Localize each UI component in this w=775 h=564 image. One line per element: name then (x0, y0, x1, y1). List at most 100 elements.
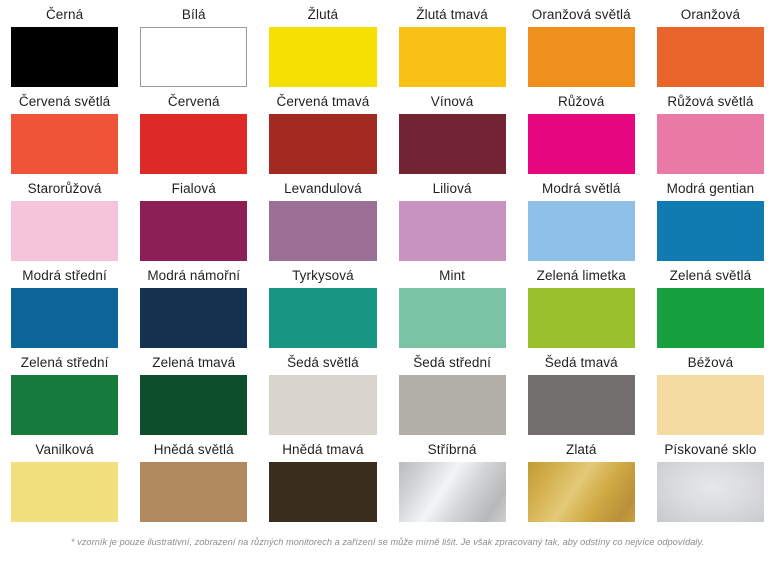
swatch-label: Červená světlá (18, 94, 111, 109)
swatch-label: Modrá gentian (666, 181, 755, 196)
swatch-label: Bílá (181, 7, 206, 22)
swatch-color-chip[interactable] (269, 114, 377, 174)
swatch-color-chip[interactable] (527, 201, 635, 261)
swatch-cell[interactable]: Červená tmavá (258, 87, 387, 174)
swatch-color-chip[interactable] (527, 375, 635, 435)
swatch-cell[interactable]: Žlutá (258, 0, 387, 87)
swatch-label: Zlatá (565, 442, 597, 457)
swatch-cell[interactable]: Modrá střední (0, 261, 129, 348)
swatch-color-chip[interactable] (527, 27, 635, 87)
swatch-cell[interactable]: Fialová (129, 174, 258, 261)
swatch-color-chip[interactable] (656, 27, 764, 87)
swatch-cell[interactable]: Levandulová (258, 174, 387, 261)
swatch-color-chip[interactable] (656, 114, 764, 174)
swatch-cell[interactable]: Zelená střední (0, 348, 129, 435)
swatch-cell[interactable]: Modrá světlá (517, 174, 646, 261)
swatch-label: Vanilková (35, 442, 94, 457)
swatch-color-chip[interactable] (140, 375, 248, 435)
swatch-color-chip[interactable] (269, 288, 377, 348)
swatch-label: Liliová (432, 181, 472, 196)
swatch-label: Šedá světlá (287, 355, 359, 370)
swatch-color-chip[interactable] (269, 201, 377, 261)
swatch-label: Tyrkysová (292, 268, 354, 283)
swatch-label: Pískované sklo (664, 442, 757, 457)
swatch-color-chip[interactable] (11, 288, 119, 348)
swatch-color-chip[interactable] (656, 375, 764, 435)
swatch-label: Šedá tmavá (544, 355, 618, 370)
swatch-color-chip[interactable] (527, 462, 635, 522)
swatch-color-chip[interactable] (140, 27, 248, 87)
swatch-color-chip[interactable] (140, 201, 248, 261)
swatch-cell[interactable]: Šedá tmavá (517, 348, 646, 435)
swatch-cell[interactable]: Vínová (388, 87, 517, 174)
swatch-cell[interactable]: Pískované sklo (646, 435, 775, 522)
swatch-cell[interactable]: Béžová (646, 348, 775, 435)
swatch-color-chip[interactable] (269, 27, 377, 87)
swatch-cell[interactable]: Žlutá tmavá (388, 0, 517, 87)
swatch-color-chip[interactable] (11, 462, 119, 522)
swatch-label: Modrá světlá (542, 181, 621, 196)
swatch-label: Červená (167, 94, 220, 109)
swatch-label: Šedá střední (413, 355, 491, 370)
swatch-cell[interactable]: Červená (129, 87, 258, 174)
swatch-color-chip[interactable] (656, 288, 764, 348)
swatch-label: Hnědá tmavá (282, 442, 364, 457)
swatch-cell[interactable]: Oranžová světlá (517, 0, 646, 87)
swatch-label: Zelená limetka (536, 268, 626, 283)
swatch-color-chip[interactable] (398, 462, 506, 522)
swatch-cell[interactable]: Zelená tmavá (129, 348, 258, 435)
swatch-cell[interactable]: Oranžová (646, 0, 775, 87)
swatch-cell[interactable]: Šedá světlá (258, 348, 387, 435)
swatch-color-chip[interactable] (656, 462, 764, 522)
swatch-cell[interactable]: Zelená světlá (646, 261, 775, 348)
swatch-label: Hnědá světlá (153, 442, 234, 457)
swatch-color-chip[interactable] (11, 375, 119, 435)
swatch-color-chip[interactable] (11, 114, 119, 174)
swatch-color-chip[interactable] (527, 288, 635, 348)
swatch-color-chip[interactable] (398, 375, 506, 435)
swatch-label: Stříbrná (427, 442, 477, 457)
swatch-cell[interactable]: Tyrkysová (258, 261, 387, 348)
swatch-color-chip[interactable] (140, 462, 248, 522)
swatch-color-chip[interactable] (398, 27, 506, 87)
swatch-color-chip[interactable] (527, 114, 635, 174)
swatch-color-chip[interactable] (398, 114, 506, 174)
swatch-label: Modrá střední (22, 268, 107, 283)
swatch-cell[interactable]: Růžová světlá (646, 87, 775, 174)
footnote-disclaimer: * vzorník je pouze ilustrativní, zobraze… (70, 537, 705, 547)
swatch-cell[interactable]: Růžová (517, 87, 646, 174)
swatch-color-chip[interactable] (11, 201, 119, 261)
swatch-label: Fialová (171, 181, 216, 196)
swatch-color-chip[interactable] (398, 288, 506, 348)
swatch-color-chip[interactable] (269, 375, 377, 435)
swatch-label: Zelená světlá (669, 268, 752, 283)
swatch-cell[interactable]: Hnědá světlá (129, 435, 258, 522)
swatch-color-chip[interactable] (140, 114, 248, 174)
swatch-cell[interactable]: Stříbrná (388, 435, 517, 522)
swatch-cell[interactable]: Bílá (129, 0, 258, 87)
swatch-cell[interactable]: Šedá střední (388, 348, 517, 435)
swatch-cell[interactable]: Liliová (388, 174, 517, 261)
swatch-label: Starorůžová (27, 181, 102, 196)
swatch-cell[interactable]: Vanilková (0, 435, 129, 522)
swatch-cell[interactable]: Zelená limetka (517, 261, 646, 348)
swatch-label: Zelená tmavá (152, 355, 236, 370)
swatch-cell[interactable]: Starorůžová (0, 174, 129, 261)
swatch-color-chip[interactable] (398, 201, 506, 261)
swatch-cell[interactable]: Červená světlá (0, 87, 129, 174)
color-swatch-grid: Černá Bílá Žlutá Žlutá tmavá Oranžová světlá… (0, 0, 775, 522)
swatch-label: Černá (45, 7, 84, 22)
swatch-cell[interactable]: Hnědá tmavá (258, 435, 387, 522)
swatch-cell[interactable]: Modrá námořní (129, 261, 258, 348)
swatch-color-chip[interactable] (140, 288, 248, 348)
swatch-color-chip[interactable] (269, 462, 377, 522)
swatch-cell[interactable]: Mint (388, 261, 517, 348)
swatch-color-chip[interactable] (11, 27, 119, 87)
swatch-label: Levandulová (284, 181, 362, 196)
swatch-cell[interactable]: Černá (0, 0, 129, 87)
swatch-label: Zelená střední (20, 355, 109, 370)
swatch-cell[interactable]: Zlatá (517, 435, 646, 522)
swatch-color-chip[interactable] (656, 201, 764, 261)
swatch-cell[interactable]: Modrá gentian (646, 174, 775, 261)
swatch-label: Růžová (558, 94, 605, 109)
